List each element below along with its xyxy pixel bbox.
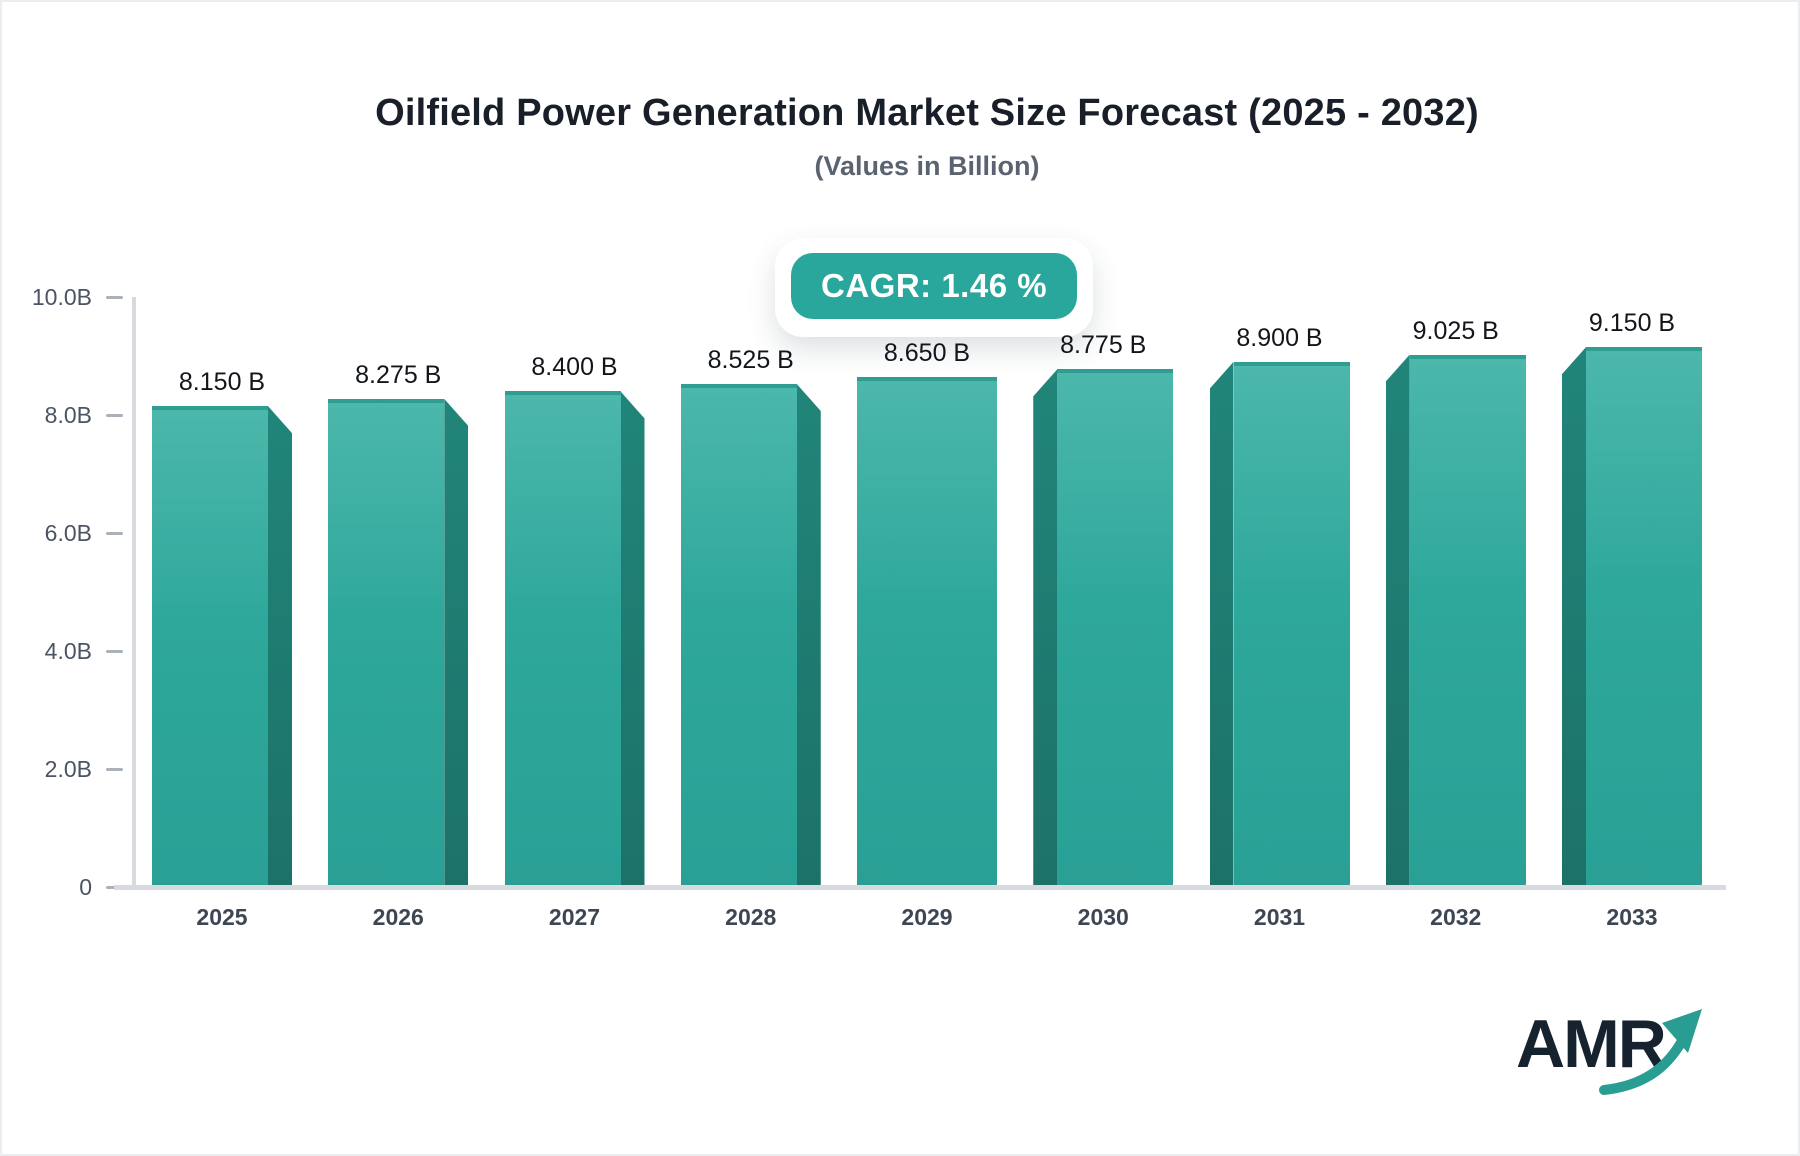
x-axis-label-2026: 2026 [372, 904, 424, 930]
x-axis-label-2031: 2031 [1253, 904, 1306, 930]
bar-face [857, 376, 997, 887]
bar-face [328, 398, 445, 887]
bar-side-shade [268, 406, 292, 887]
bar-face [1233, 361, 1350, 887]
bar-2026[interactable] [328, 398, 469, 887]
x-axis-label-2033: 2033 [1606, 904, 1658, 930]
bar-face [1409, 354, 1526, 887]
chart-header: Oilfield Power Generation Market Size Fo… [152, 92, 1702, 182]
amr-logo-graphic: AMR [1516, 1006, 1702, 1095]
bar-side-shade [1033, 369, 1058, 887]
bar-column-2032: 9.025 B [1385, 297, 1526, 887]
bar-side-shade [796, 384, 821, 887]
bar-column-2031: 8.900 B [1209, 297, 1350, 887]
logo-arrow-head-icon [1662, 1009, 1702, 1053]
bar-column-2026: 8.275 B [328, 297, 469, 887]
bar-value-label: 8.150 B [178, 368, 266, 397]
y-axis-tick-mark [106, 768, 123, 771]
y-axis: 10.0B 8.0B 6.0B 4.0B 2.0B 0 [2, 284, 132, 900]
x-axis-line [114, 885, 1726, 890]
x-axis-label-2029: 2029 [901, 904, 953, 930]
y-axis-tick-label: 8.0B [44, 402, 92, 428]
y-axis-tick-mark [106, 650, 123, 653]
bar-face [1057, 369, 1174, 887]
chart-subtitle: (Values in Billion) [814, 151, 1040, 181]
bar-2029[interactable] [857, 376, 997, 887]
bar-face [1586, 347, 1702, 887]
bar-side-shade [620, 391, 645, 887]
y-axis-tick-label: 6.0B [44, 520, 92, 546]
cagr-badge: CAGR: 1.46 % [791, 253, 1078, 319]
bar-value-label: 9.150 B [1588, 309, 1676, 338]
bar-side-shade [1385, 354, 1410, 887]
bar-2028[interactable] [680, 384, 821, 887]
bar-side-shade [1562, 347, 1586, 887]
x-axis-label-2028: 2028 [725, 904, 777, 930]
bar-2025[interactable] [152, 406, 292, 887]
y-axis-tick-mark [106, 414, 123, 417]
bar-column-2029: 8.650 B [857, 297, 997, 887]
x-axis-label-2030: 2030 [1077, 904, 1129, 930]
bar-2033[interactable] [1562, 347, 1702, 887]
bar-value-label: 9.025 B [1412, 316, 1499, 345]
bar-column-2030: 8.775 B [1033, 297, 1174, 887]
bar-column-2028: 8.525 B [680, 297, 821, 887]
cagr-badge-card: CAGR: 1.46 % [775, 238, 1094, 337]
x-axis-labels: 2025 2026 2027 2028 2029 2030 2031 2032 2033 [152, 904, 1702, 931]
x-axis-label-2025: 2025 [196, 904, 248, 930]
amr-logo: AMR [1516, 985, 1706, 1102]
bar-side-shade [444, 398, 469, 887]
y-axis-tick-label: 2.0B [44, 756, 92, 782]
y-axis-tick-mark [106, 296, 123, 299]
bar-column-2025: 8.150 B [152, 297, 292, 887]
bar-2027[interactable] [504, 391, 645, 887]
chart-title: Oilfield Power Generation Market Size Fo… [375, 92, 1479, 134]
bar-value-label: 8.650 B [883, 338, 971, 367]
bar-value-label: 8.275 B [355, 360, 442, 389]
bar-value-label: 8.900 B [1236, 323, 1323, 352]
bar-column-2033: 9.150 B [1562, 297, 1702, 887]
plot-area: 8.150 B 8.275 B 8.400 B 8.525 B 8.650 B 8.775… [152, 297, 1702, 887]
bar-face [152, 406, 268, 887]
bar-2031[interactable] [1209, 361, 1350, 887]
y-axis-tick-label: 0 [79, 874, 92, 900]
y-axis-tick-mark [106, 532, 123, 535]
y-axis-tick-label: 10.0B [31, 284, 92, 310]
x-axis-label-2027: 2027 [548, 904, 601, 930]
bar-column-2027: 8.400 B [504, 297, 645, 887]
y-axis-tick-label: 4.0B [44, 638, 92, 664]
x-axis-label-2032: 2032 [1430, 904, 1482, 930]
logo-arrow-swoosh-icon [1599, 1036, 1687, 1095]
amr-logo-text: AMR [1516, 1006, 1666, 1082]
bar-value-label: 8.525 B [707, 346, 794, 374]
bar-face [680, 384, 797, 887]
bar-2032[interactable] [1385, 354, 1526, 887]
bar-face [504, 391, 621, 887]
bar-2030[interactable] [1033, 369, 1174, 887]
bar-value-label: 8.775 B [1060, 331, 1147, 360]
bar-side-shade [1209, 361, 1234, 887]
y-axis-line [132, 297, 136, 887]
bar-value-label: 8.400 B [531, 353, 618, 382]
